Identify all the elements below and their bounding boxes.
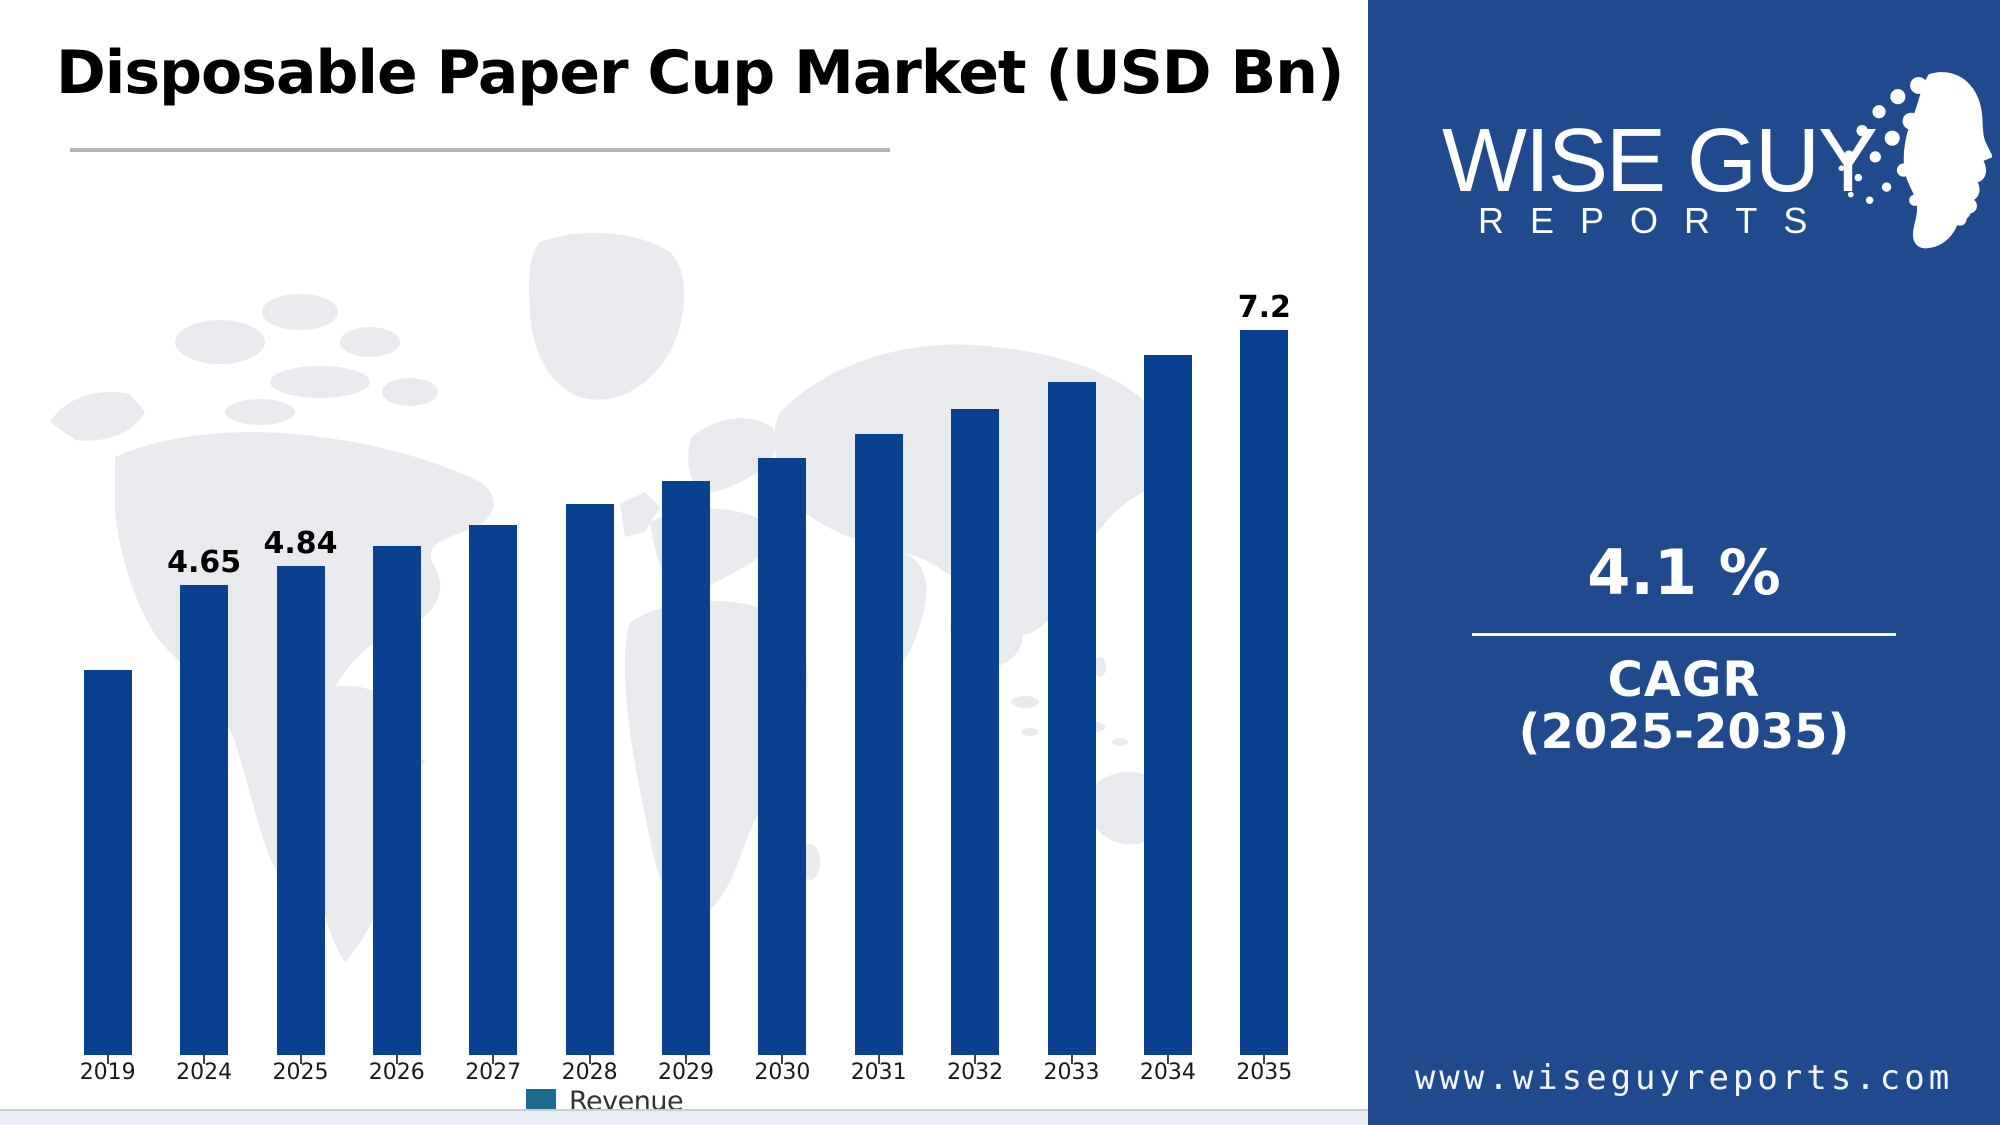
- x-tick-label: 2031: [850, 1060, 907, 1085]
- x-tick-label: 2019: [79, 1060, 136, 1085]
- bar: [276, 566, 325, 1055]
- x-tick-label: 2026: [368, 1060, 425, 1085]
- x-tick-label: 2030: [754, 1060, 811, 1085]
- title-underline: [70, 148, 890, 152]
- x-axis-tick: [203, 1055, 206, 1064]
- x-axis-tick: [395, 1055, 398, 1064]
- x-axis-tick: [492, 1055, 495, 1064]
- head-dots-icon: [1838, 72, 1992, 249]
- x-axis-tick: [588, 1055, 591, 1064]
- bar: [469, 525, 518, 1055]
- x-axis-tick: [299, 1055, 302, 1064]
- bar-value-label: 4.84: [263, 526, 338, 561]
- cagr-period: (2025-2035): [1518, 704, 1850, 760]
- x-axis-tick: [1263, 1055, 1266, 1064]
- bar: [1240, 330, 1289, 1055]
- x-axis-tick: [1070, 1055, 1073, 1064]
- website-url: www.wiseguyreports.com: [1414, 1058, 1954, 1098]
- bottom-edge-strip: [0, 1109, 1368, 1125]
- bar: [1143, 355, 1192, 1055]
- bar: [83, 670, 132, 1055]
- x-axis-tick: [974, 1055, 977, 1064]
- x-axis-tick: [877, 1055, 880, 1064]
- x-axis-tick: [685, 1055, 687, 1064]
- cagr-divider: [1472, 633, 1896, 636]
- logo-wordmark: WISE GUY: [1442, 111, 1878, 211]
- x-tick-label: 2025: [272, 1060, 329, 1085]
- bar: [180, 585, 229, 1055]
- bar: [662, 481, 710, 1055]
- cagr-label: CAGR: [1607, 652, 1761, 708]
- cagr-value: 4.1 %: [1587, 536, 1781, 609]
- page-title: Disposable Paper Cup Market (USD Bn): [56, 38, 1344, 108]
- x-axis-tick: [1166, 1055, 1169, 1064]
- bar: [372, 546, 421, 1055]
- wiseguy-logo: WISE GUY REPORTS: [1442, 58, 2000, 273]
- x-tick-label: 2035: [1236, 1060, 1293, 1085]
- x-tick-label: 2024: [176, 1060, 233, 1085]
- bar: [854, 434, 903, 1055]
- bar: [1047, 382, 1096, 1055]
- x-tick-label: 2033: [1043, 1060, 1100, 1085]
- logo-subtitle: REPORTS: [1478, 200, 1834, 241]
- bar: [951, 409, 1000, 1055]
- x-tick-label: 2027: [465, 1060, 522, 1085]
- x-tick-label: 2029: [658, 1060, 714, 1085]
- x-tick-label: 2032: [947, 1060, 1004, 1085]
- bar: [758, 458, 807, 1055]
- bar: [565, 504, 614, 1055]
- x-tick-label: 2028: [561, 1060, 618, 1085]
- bar-value-label: 4.65: [167, 545, 242, 580]
- bar-value-label: 7.2: [1237, 290, 1291, 325]
- brand-panel: WISE GUY REPORTS 4.1 % CAGR (2025-2035) …: [1368, 0, 2000, 1125]
- x-tick-label: 2034: [1139, 1060, 1196, 1085]
- x-axis-tick: [781, 1055, 784, 1064]
- x-axis-tick: [106, 1055, 109, 1064]
